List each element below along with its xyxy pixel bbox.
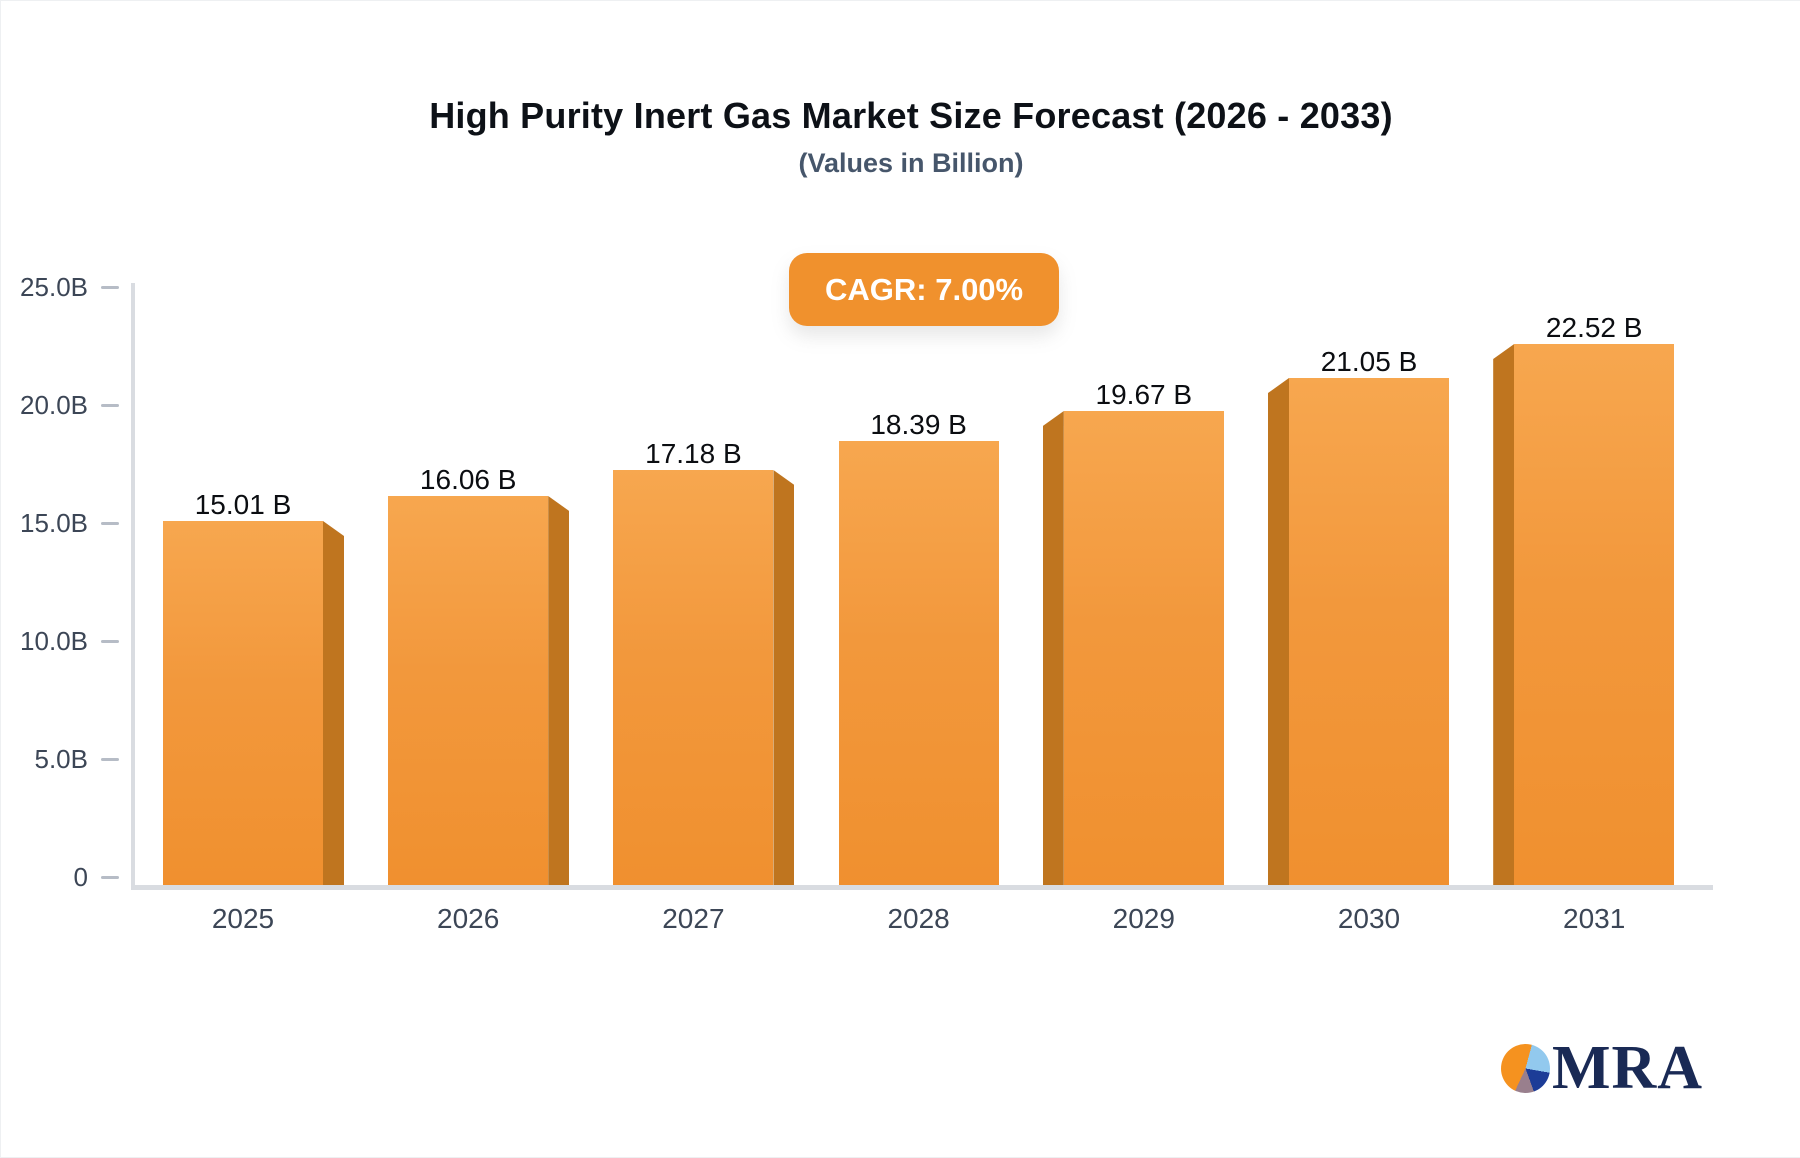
x-axis-label-2031: 2031 [1563, 903, 1626, 934]
y-axis-tick: 15.0B [1, 507, 131, 538]
bar-value-label: 21.05 B [1320, 346, 1418, 377]
bar-2027-3d-side [773, 470, 795, 885]
y-axis-tick-mark [101, 521, 119, 525]
y-axis-tick-mark [101, 757, 119, 761]
y-axis-tick-mark [101, 875, 119, 879]
bar-2030-3d-side [1268, 378, 1289, 885]
y-axis-tick-mark [101, 639, 119, 643]
bar-2030 [1289, 378, 1449, 885]
bar-2025 [163, 521, 323, 885]
x-axis-label-2030: 2030 [1337, 903, 1401, 934]
bar-2025-3d-side [323, 521, 344, 885]
y-axis-tick-label: 0 [73, 861, 88, 892]
cagr-badge-label: CAGR: 7.00% [825, 271, 1024, 307]
x-axis-label-2025: 2025 [211, 903, 275, 934]
y-axis-tick-label: 25.0B [20, 271, 88, 302]
mra-logo: MRA [1501, 1037, 1703, 1099]
bar-value-label: 17.18 B [645, 438, 742, 469]
y-axis-tick: 25.0B [1, 271, 131, 302]
y-axis-tick: 5.0B [1, 743, 131, 774]
bar-2028 [838, 441, 999, 885]
bar-2031-3d-side [1493, 344, 1515, 885]
bar-value-label: 18.39 B [870, 409, 967, 440]
x-axis-label-2026: 2026 [437, 903, 500, 934]
x-axis-label-2029: 2029 [1112, 903, 1175, 934]
bar-2026-3d-side [548, 496, 570, 885]
bar-2029 [1063, 411, 1224, 885]
y-axis-tick-label: 15.0B [20, 507, 88, 538]
chart-title: High Purity Inert Gas Market Size Foreca… [429, 95, 1393, 136]
plot-area: 0 5.0B 10.0B 15.0B 20.0B 25.0B 15.01 B 2025 16.0… [20, 272, 1713, 934]
bar-2031 [1514, 344, 1675, 885]
y-axis-line [131, 283, 135, 889]
y-axis-tick-label: 5.0B [34, 743, 89, 774]
bar-value-label: 16.06 B [419, 464, 517, 495]
cagr-badge: CAGR: 7.00% [789, 253, 1060, 326]
bar-2027 [613, 470, 774, 885]
chart-subtitle: (Values in Billion) [798, 148, 1024, 178]
pie-chart-logo-icon [1501, 1043, 1550, 1093]
y-axis-tick-label: 10.0B [20, 625, 88, 656]
y-axis-tick-mark [101, 285, 119, 289]
bar-value-label: 15.01 B [194, 489, 292, 520]
bar-value-label: 19.67 B [1095, 379, 1193, 410]
y-axis-tick-mark [101, 403, 119, 407]
bar-value-label: 22.52 B [1545, 312, 1643, 343]
x-axis-baseline [131, 885, 1713, 890]
y-axis-tick: 0 [1, 861, 131, 892]
x-axis-label-2028: 2028 [887, 903, 950, 934]
bar-2029-3d-side [1042, 411, 1064, 885]
y-axis-tick: 10.0B [1, 625, 131, 656]
x-axis-label-2027: 2027 [662, 903, 725, 934]
logo-text: MRA [1552, 1034, 1704, 1102]
y-axis-tick: 20.0B [1, 389, 131, 420]
y-axis-tick-label: 20.0B [20, 389, 88, 420]
bar-2026 [388, 496, 549, 885]
